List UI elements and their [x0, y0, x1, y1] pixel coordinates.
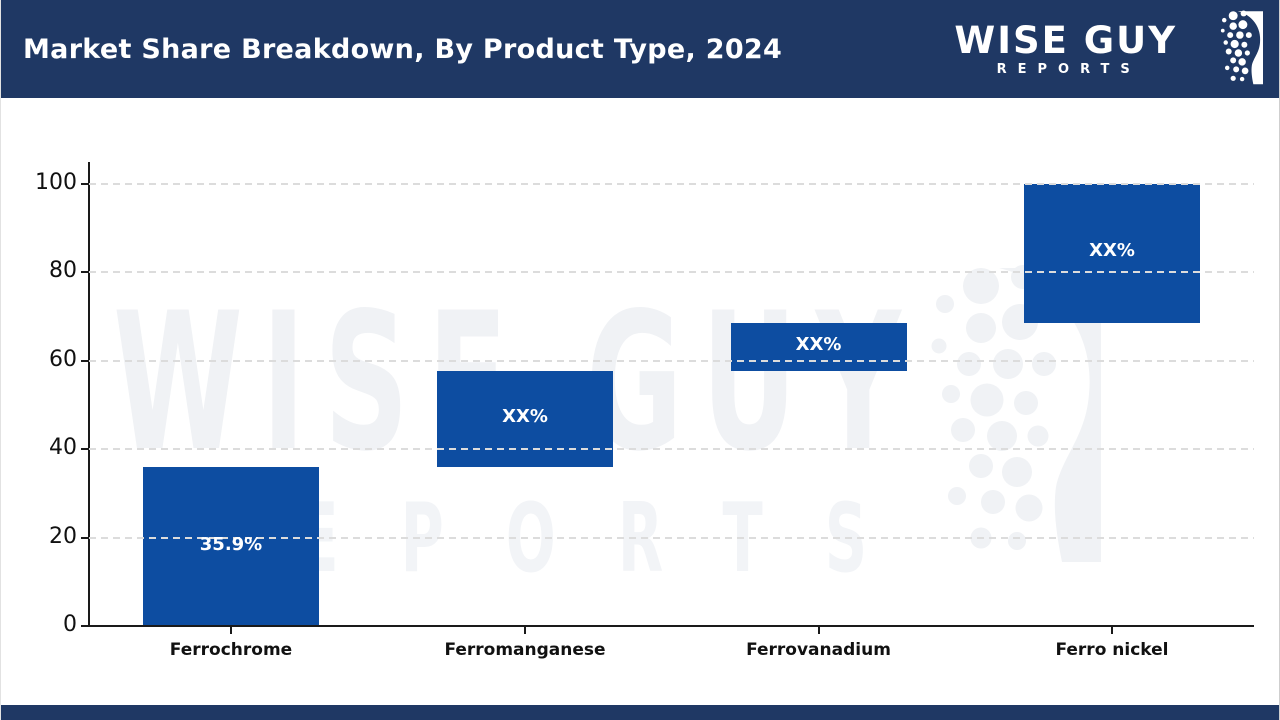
- page-title: Market Share Breakdown, By Product Type,…: [23, 33, 783, 65]
- gridline: [89, 359, 1254, 362]
- x-tick: [817, 627, 820, 634]
- bar-label: XX%: [502, 406, 548, 428]
- y-tick: [81, 536, 88, 539]
- bar-label: XX%: [795, 333, 842, 355]
- x-tick-label: Ferromanganese: [444, 640, 606, 660]
- bar-label: XX%: [1089, 240, 1135, 262]
- y-tick-label: 0: [63, 612, 77, 637]
- y-tick-label: 40: [49, 435, 77, 461]
- y-tick: [81, 625, 88, 627]
- y-tick-label: 100: [35, 170, 77, 195]
- y-tick-label: 60: [49, 346, 77, 372]
- gridline: [89, 536, 1254, 539]
- brand-name-text: WISE GUY: [954, 18, 1177, 62]
- x-tick-label: Ferro nickel: [1055, 640, 1169, 660]
- face-profile-icon: [1181, 5, 1263, 93]
- brand-wordmark: WISE GUY REPORTS: [954, 22, 1177, 77]
- x-tick: [524, 627, 526, 634]
- header-bar: Market Share Breakdown, By Product Type,…: [1, 0, 1279, 98]
- y-tick: [81, 448, 88, 451]
- y-tick: [81, 271, 88, 274]
- bar: [143, 467, 319, 626]
- y-axis-spine: [88, 162, 90, 627]
- x-tick-label: Ferrovanadium: [746, 640, 891, 660]
- bar-label: 35.9%: [199, 533, 263, 555]
- bar: [437, 370, 613, 468]
- gridline: [89, 448, 1254, 451]
- y-tick: [81, 359, 88, 362]
- brand-reports-text: REPORTS: [996, 61, 1141, 77]
- x-axis-spine: [88, 625, 1254, 627]
- bar: [730, 322, 907, 371]
- footer-bar: [1, 705, 1279, 720]
- x-tick-label: Ferrochrome: [169, 640, 293, 660]
- y-tick-label: 20: [49, 523, 77, 549]
- x-tick: [230, 627, 232, 634]
- gridline: [89, 183, 1254, 185]
- y-tick: [81, 183, 88, 185]
- y-tick-label: 80: [49, 258, 77, 284]
- gridline: [89, 271, 1254, 274]
- x-tick: [1111, 627, 1113, 634]
- bar: [1024, 184, 1200, 323]
- brand-logo: WISE GUY REPORTS: [954, 5, 1263, 93]
